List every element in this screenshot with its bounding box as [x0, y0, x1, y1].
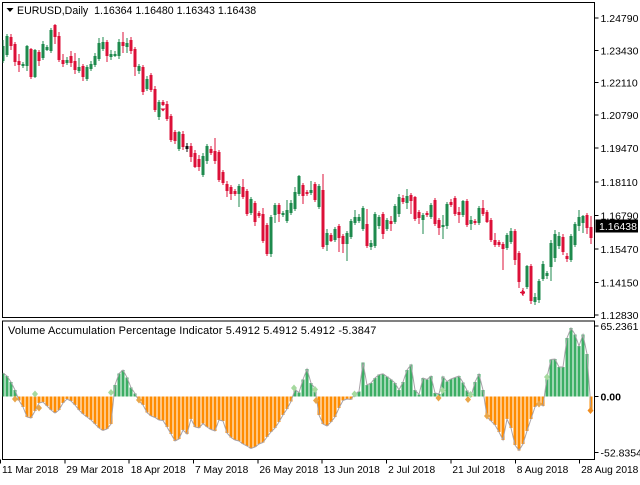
svg-text:65.2361: 65.2361 — [601, 321, 639, 333]
svg-text:1.16438: 1.16438 — [599, 221, 637, 233]
svg-text:21 Jul 2018: 21 Jul 2018 — [452, 465, 505, 476]
svg-text:7 May 2018: 7 May 2018 — [195, 465, 249, 476]
svg-text:11 Mar 2018: 11 Mar 2018 — [2, 465, 59, 476]
svg-text:29 Mar 2018: 29 Mar 2018 — [66, 465, 124, 476]
svg-text:1.24790: 1.24790 — [601, 13, 639, 25]
svg-text:1.23430: 1.23430 — [601, 46, 639, 58]
svg-text:1.22110: 1.22110 — [601, 78, 638, 90]
svg-text:-52.8354: -52.8354 — [601, 447, 640, 459]
svg-text:28 Aug 2018: 28 Aug 2018 — [581, 465, 639, 476]
svg-text:1.19470: 1.19470 — [601, 143, 639, 155]
svg-text:13 Jun 2018: 13 Jun 2018 — [324, 465, 380, 476]
svg-text:18 Apr 2018: 18 Apr 2018 — [131, 465, 186, 476]
svg-text:26 May 2018: 26 May 2018 — [259, 465, 318, 476]
svg-text:EURUSD,Daily 1.16364 1.16480: EURUSD,Daily 1.16364 1.16480 1.16343 1.1… — [17, 5, 256, 17]
svg-text:0.00: 0.00 — [601, 391, 622, 403]
svg-text:1.15470: 1.15470 — [601, 244, 639, 256]
svg-text:8 Aug 2018: 8 Aug 2018 — [517, 465, 569, 476]
svg-text:2 Jul 2018: 2 Jul 2018 — [388, 465, 435, 476]
svg-text:1.14150: 1.14150 — [601, 278, 639, 290]
svg-text:1.20790: 1.20790 — [601, 110, 639, 122]
svg-text:Volume Accumulation Percentage: Volume Accumulation Percentage Indicator… — [8, 325, 376, 337]
svg-text:1.18110: 1.18110 — [601, 177, 638, 189]
